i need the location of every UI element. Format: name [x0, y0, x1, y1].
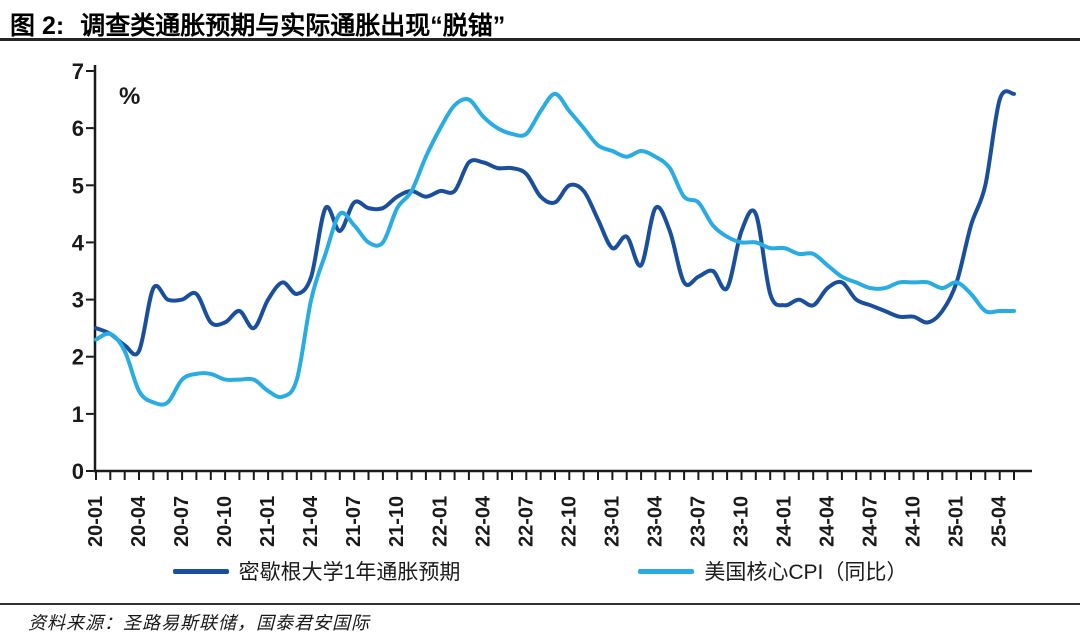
svg-text:24-10: 24-10	[903, 496, 925, 547]
series-line-1	[94, 91, 1016, 407]
source-note: 资料来源：圣路易斯联储，国泰君安国际	[28, 613, 370, 633]
svg-text:20-10: 20-10	[214, 496, 236, 547]
legend-label-michigan: 密歇根大学1年通胀预期	[238, 561, 461, 584]
svg-text:4: 4	[72, 230, 85, 255]
series-line-0	[94, 89, 1016, 357]
svg-text:20-01: 20-01	[85, 496, 107, 547]
y-axis-unit: %	[119, 83, 140, 110]
svg-text:6: 6	[72, 116, 84, 141]
svg-text:25-01: 25-01	[946, 496, 968, 547]
svg-text:21-07: 21-07	[343, 496, 365, 547]
svg-text:23-10: 23-10	[731, 496, 753, 547]
y-tick-labels: 0 1 2 3 4 5 6 7	[72, 59, 85, 484]
michigan-line-swatch	[172, 568, 229, 574]
svg-text:2: 2	[72, 345, 84, 370]
core-cpi-line-swatch	[638, 568, 695, 574]
legend-item-core-cpi: 美国核心CPI（同比）	[638, 556, 907, 586]
svg-text:24-04: 24-04	[817, 495, 839, 547]
svg-text:0: 0	[72, 459, 84, 484]
page-title: 图 2: 调查类通胀预期与实际通胀出现“脱锚”	[10, 6, 505, 42]
svg-text:22-01: 22-01	[429, 496, 451, 547]
svg-text:25-04: 25-04	[989, 495, 1011, 547]
svg-text:20-04: 20-04	[128, 495, 150, 547]
svg-text:5: 5	[72, 173, 84, 198]
svg-text:24-07: 24-07	[860, 496, 882, 547]
legend-item-michigan: 密歇根大学1年通胀预期	[172, 556, 461, 586]
axes	[93, 65, 1032, 473]
figure-title-text: 调查类通胀预期与实际通胀出现“脱锚”	[80, 12, 506, 40]
svg-text:21-04: 21-04	[300, 495, 322, 547]
legend: 密歇根大学1年通胀预期 美国核心CPI（同比）	[0, 556, 1080, 586]
svg-text:7: 7	[72, 59, 84, 84]
svg-text:22-07: 22-07	[515, 496, 537, 547]
svg-text:22-10: 22-10	[558, 496, 580, 547]
source-divider	[0, 603, 1080, 605]
legend-label-core-cpi: 美国核心CPI（同比）	[704, 561, 908, 584]
svg-text:22-04: 22-04	[472, 495, 494, 547]
svg-text:23-04: 23-04	[644, 495, 666, 547]
svg-text:23-07: 23-07	[687, 496, 709, 547]
svg-text:24-01: 24-01	[774, 496, 796, 547]
axis-ticks	[86, 70, 1015, 480]
title-underline	[0, 38, 1080, 41]
x-tick-labels: 20-01 20-04 20-07 20-10 21-01 21-04 21-07 21-10…	[85, 495, 1011, 547]
svg-text:3: 3	[72, 288, 84, 313]
svg-text:21-01: 21-01	[257, 496, 279, 547]
svg-text:20-07: 20-07	[171, 496, 193, 547]
svg-text:1: 1	[72, 402, 84, 427]
svg-text:21-10: 21-10	[386, 496, 408, 547]
svg-text:23-01: 23-01	[601, 496, 623, 547]
figure-number: 图 2:	[10, 12, 65, 40]
